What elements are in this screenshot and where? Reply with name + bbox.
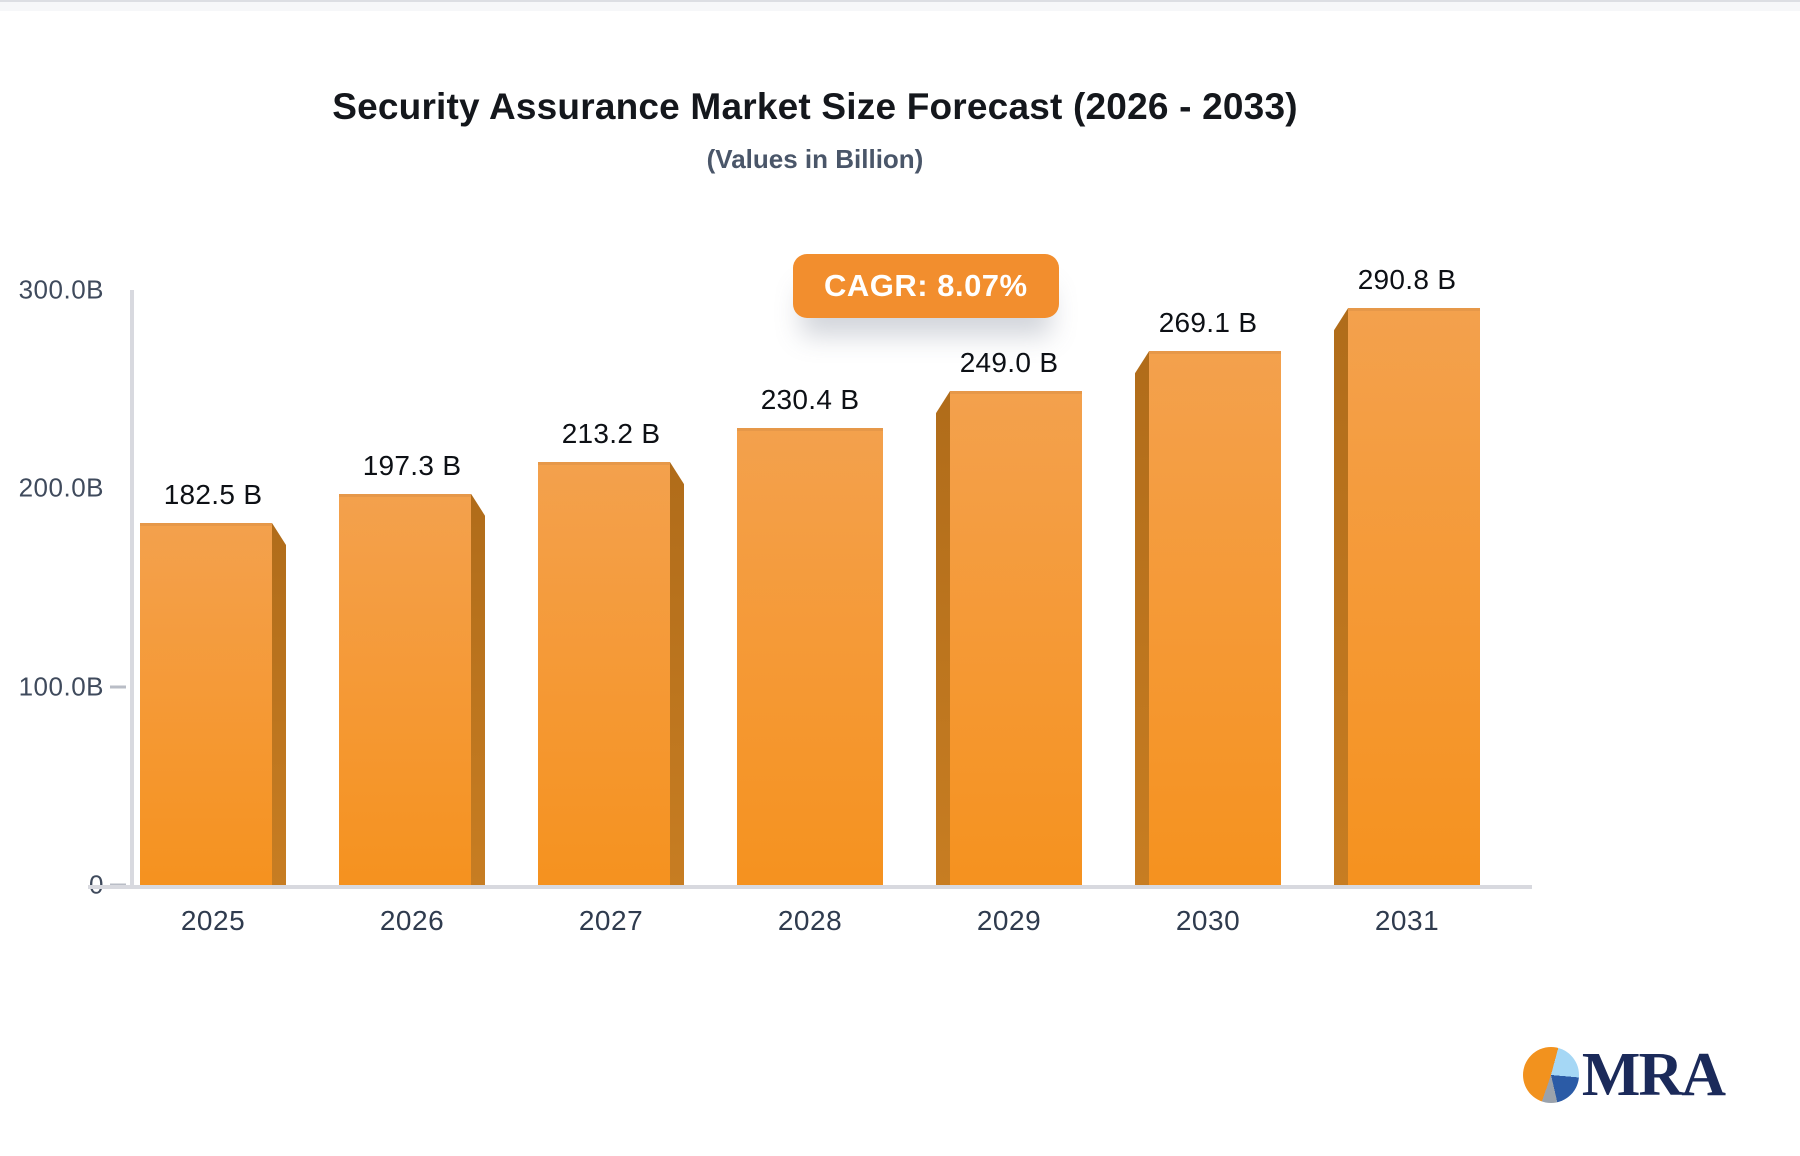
- bar-value-label-2027: 213.2 B: [561, 418, 661, 450]
- chart-header: Security Assurance Market Size Forecast …: [0, 86, 1630, 175]
- bar-slot-2029: 249.0 B 2029: [934, 290, 1084, 936]
- x-axis-line: [88, 885, 1532, 889]
- bar-slot-2028: 230.4 B 2028: [735, 290, 885, 936]
- bar-side-2026: [471, 493, 485, 885]
- mra-logo: MRA: [1522, 1041, 1726, 1109]
- bar-2029[interactable]: 249.0 B: [936, 347, 1082, 885]
- x-axis-label-2025: 2025: [180, 905, 246, 936]
- bar-2025[interactable]: 182.5 B: [140, 479, 286, 885]
- y-axis-tick-labels: 300.0B 200.0B 100.0B 0: [0, 275, 126, 900]
- top-edge-strip: [0, 0, 1800, 11]
- bar-value-label-2029: 249.0 B: [959, 347, 1059, 379]
- plot-area: 300.0B 200.0B 100.0B 0 182.5 B 2025 197.3 B 20…: [19, 264, 1532, 936]
- bar-value-label-2026: 197.3 B: [362, 449, 462, 481]
- bar-side-2027: [670, 462, 684, 885]
- pie-chart-logo-icon: [1522, 1047, 1579, 1103]
- bars-row: 182.5 B 2025 197.3 B 2026 213.2 B 2027 230.4 B…: [130, 264, 1520, 936]
- bar-value-label-2025: 182.5 B: [163, 479, 263, 511]
- bar-slot-2031: 290.8 B 2031: [1332, 264, 1482, 936]
- bar-slot-2025: 182.5 B 2025: [138, 290, 288, 936]
- bar-value-label-2030: 269.1 B: [1158, 307, 1258, 339]
- bar-side-2025: [272, 523, 286, 885]
- bar-face-2026[interactable]: [339, 493, 471, 885]
- bar-side-2030: [1135, 351, 1149, 885]
- bar-face-2028[interactable]: [737, 428, 883, 885]
- y-tick-label-200.0B: 200.0B: [18, 472, 104, 503]
- bar-face-2027[interactable]: [538, 462, 670, 885]
- bar-2030[interactable]: 269.1 B: [1135, 307, 1281, 885]
- bar-face-2029[interactable]: [950, 391, 1082, 885]
- bar-slot-2027: 213.2 B 2027: [536, 290, 686, 936]
- bar-value-label-2031: 290.8 B: [1357, 264, 1457, 296]
- bar-2027[interactable]: 213.2 B: [538, 418, 684, 885]
- bar-value-label-2028: 230.4 B: [760, 384, 860, 416]
- bar-face-2025[interactable]: [140, 523, 272, 885]
- y-tick-label-100.0B: 100.0B: [18, 671, 104, 702]
- x-axis-label-2027: 2027: [578, 905, 644, 936]
- bar-side-2031: [1334, 308, 1348, 885]
- x-axis-label-2031: 2031: [1374, 905, 1440, 936]
- chart-title: Security Assurance Market Size Forecast …: [332, 86, 1298, 127]
- x-axis-label-2029: 2029: [976, 905, 1042, 936]
- cagr-badge: CAGR: 8.07%: [793, 254, 1059, 318]
- y-axis-line: [130, 290, 134, 887]
- bar-face-2031[interactable]: [1348, 308, 1480, 885]
- logo-text: MRA: [1581, 1041, 1726, 1109]
- bar-2026[interactable]: 197.3 B: [339, 450, 485, 885]
- cagr-badge-label: CAGR: 8.07%: [824, 268, 1028, 303]
- bar-slot-2030: 269.1 B 2030: [1133, 290, 1283, 936]
- x-axis-label-2028: 2028: [777, 905, 843, 936]
- x-axis-label-2026: 2026: [379, 905, 445, 936]
- bar-face-2030[interactable]: [1149, 351, 1281, 885]
- x-axis-label-2030: 2030: [1175, 905, 1241, 936]
- bar-slot-2026: 197.3 B 2026: [337, 290, 487, 936]
- bar-2031[interactable]: 290.8 B: [1334, 264, 1480, 885]
- y-tick-dash-100.0B: [110, 685, 126, 689]
- chart-subtitle: (Values in Billion): [706, 144, 924, 174]
- bar-side-2029: [936, 391, 950, 885]
- y-tick-label-300.0B: 300.0B: [18, 274, 104, 305]
- bar-2028[interactable]: 230.4 B: [737, 384, 883, 885]
- y-tick-label-0: 0: [89, 870, 104, 901]
